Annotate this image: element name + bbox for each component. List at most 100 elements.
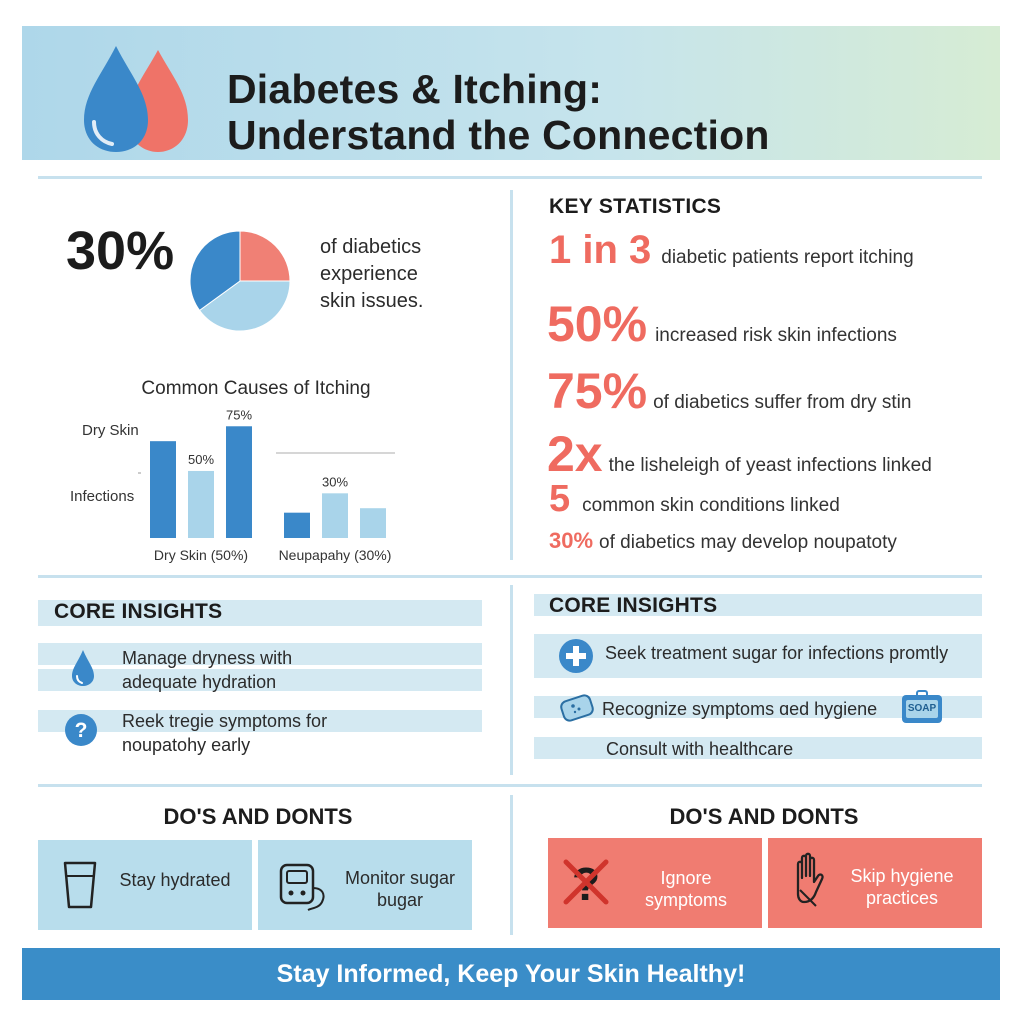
y-axis-label: Infections <box>70 488 134 505</box>
section-band <box>38 600 482 626</box>
bar-data-label: 50% <box>188 452 214 467</box>
do-card-text: Stay hydrated <box>110 869 240 891</box>
pie-slice-0 <box>239 230 291 282</box>
insight-text: Manage dryness with adequate hydration <box>122 646 292 694</box>
stat-text: common skin conditions linked <box>582 495 840 516</box>
do-card: Monitor sugar bugar <box>258 840 472 930</box>
stat-value: 30% <box>549 528 594 553</box>
stat-text: of diabetics suffer from dry stin <box>653 392 912 413</box>
bar <box>284 512 310 538</box>
pie-slice-2 <box>189 230 241 312</box>
insight-line: adequate hydration <box>122 672 277 692</box>
pie-chart <box>189 230 291 332</box>
stat-value: 75% <box>547 363 648 419</box>
divider <box>38 176 982 179</box>
stat-text: of diabetics may develop noupatoty <box>599 532 897 553</box>
stat-item: 2x the lisheleigh of yeast infections li… <box>547 425 932 483</box>
stat-text: the lisheleigh of yeast infections linke… <box>608 455 932 476</box>
stat-text: increased risk skin infections <box>655 325 897 346</box>
highlight-value: 30% <box>66 221 175 281</box>
soap-box-icon: SOAP <box>902 690 942 724</box>
insight-line: Reek tregie symptoms for <box>122 711 328 731</box>
question-icon: ? <box>65 714 97 746</box>
core-insights-title: CORE INSIGHTS <box>549 594 718 617</box>
bar <box>150 441 176 538</box>
caption-line: experience <box>320 263 418 285</box>
insight-band <box>534 737 982 759</box>
highlight-caption: of diabetics experience skin issues. <box>320 234 423 315</box>
card-line: Ignore symptoms <box>644 868 727 910</box>
y-axis-label: Dry Skin <box>82 422 139 439</box>
header-banner: Diabetes & Itching: Understand the Conne… <box>22 26 1000 160</box>
do-card-text: Monitor sugar bugar <box>334 867 466 911</box>
x-axis-label: Neupapahy (30%) <box>279 547 392 563</box>
insight-band <box>38 643 482 665</box>
glucose-meter-icon <box>279 863 325 911</box>
section-band <box>534 594 982 616</box>
divider <box>510 190 513 560</box>
insight-line: Manage dryness with <box>122 648 293 668</box>
soap-label: SOAP <box>906 700 938 718</box>
pie-slice-1 <box>198 280 291 332</box>
dont-card: Skip hygiene practices <box>768 838 982 928</box>
insight-text: Reek tregie symptoms for noupatohy early <box>122 709 327 757</box>
footer-banner: Stay Informed, Keep Your Skin Healthy! <box>22 948 1000 1000</box>
bar <box>226 426 252 538</box>
donts-title: DO'S AND DONTS <box>669 804 859 829</box>
stat-value: 2x <box>547 426 603 482</box>
glove-hand-icon <box>796 852 824 907</box>
do-card: Stay hydrated <box>38 840 252 930</box>
stat-value: 50% <box>547 296 648 352</box>
divider <box>510 585 513 775</box>
stat-item: 50% increased risk skin infections <box>547 295 897 353</box>
page-title: Diabetes & Itching: Understand the Conne… <box>227 66 770 158</box>
bar <box>322 493 348 538</box>
insight-band <box>534 696 982 718</box>
bar <box>360 508 386 538</box>
stat-item: 5 common skin conditions linked <box>549 478 840 521</box>
divider <box>38 784 982 787</box>
divider <box>510 795 513 935</box>
bar-data-label: 30% <box>322 474 348 489</box>
stat-text: diabetic patients report itching <box>661 247 914 268</box>
glass-icon <box>63 861 97 909</box>
insight-text: Recognize symptoms ɑed hygiene <box>602 699 878 719</box>
core-insights-title: CORE INSIGHTS <box>54 600 223 623</box>
key-statistics-title: KEY STATISTICS <box>549 195 722 218</box>
bar-chart-title: Common Causes of Itching <box>0 378 512 400</box>
bar-chart: Dry Skin Infections 50% 75% Dry Skin (50%) 30… <box>70 407 395 563</box>
title-line-2: Understand the Connection <box>227 112 770 158</box>
stat-item: 30% of diabetics may develop noupatoty <box>549 528 897 554</box>
insight-band <box>534 634 982 678</box>
dont-card: ? Ignore symptoms <box>548 838 762 928</box>
stat-item: 1 in 3 diabetic patients report itching <box>549 228 914 273</box>
card-line: practices <box>865 888 939 908</box>
crossed-question-icon: ? <box>563 858 609 908</box>
insight-line: noupatohy early <box>122 735 251 755</box>
stat-item: 75% of diabetics suffer from dry stin <box>547 362 911 420</box>
insight-band <box>38 669 482 691</box>
insight-band <box>38 710 482 732</box>
x-axis-label: Dry Skin (50%) <box>154 547 248 563</box>
dos-title: DO'S AND DONTS <box>163 804 353 829</box>
insight-text: Consult with healthcare <box>606 739 794 759</box>
card-line: Skip hygiene <box>850 866 954 886</box>
caption-line: skin issues. <box>320 290 424 312</box>
dont-card-text: Skip hygiene practices <box>832 865 972 909</box>
bar <box>188 470 214 538</box>
stat-value: 1 in 3 <box>549 228 652 272</box>
card-line: Stay hydrated <box>119 870 231 890</box>
dont-card-text: Ignore symptoms <box>618 867 754 911</box>
bar-chart-title-text: Common Causes of Itching <box>141 378 371 399</box>
insight-text: Seek treatment sugar for infections prom… <box>605 643 949 663</box>
card-line: Monitor sugar <box>344 868 456 888</box>
medical-cross-icon <box>559 639 593 673</box>
caption-line: of diabetics <box>320 236 422 258</box>
bar-data-label: 75% <box>226 407 252 422</box>
card-line: bugar <box>376 890 424 910</box>
stat-value: 5 <box>549 478 571 520</box>
water-drop-icon <box>72 650 94 686</box>
soap-bar-icon <box>560 694 594 722</box>
blood-drops-icon <box>84 46 188 152</box>
divider <box>38 575 982 578</box>
